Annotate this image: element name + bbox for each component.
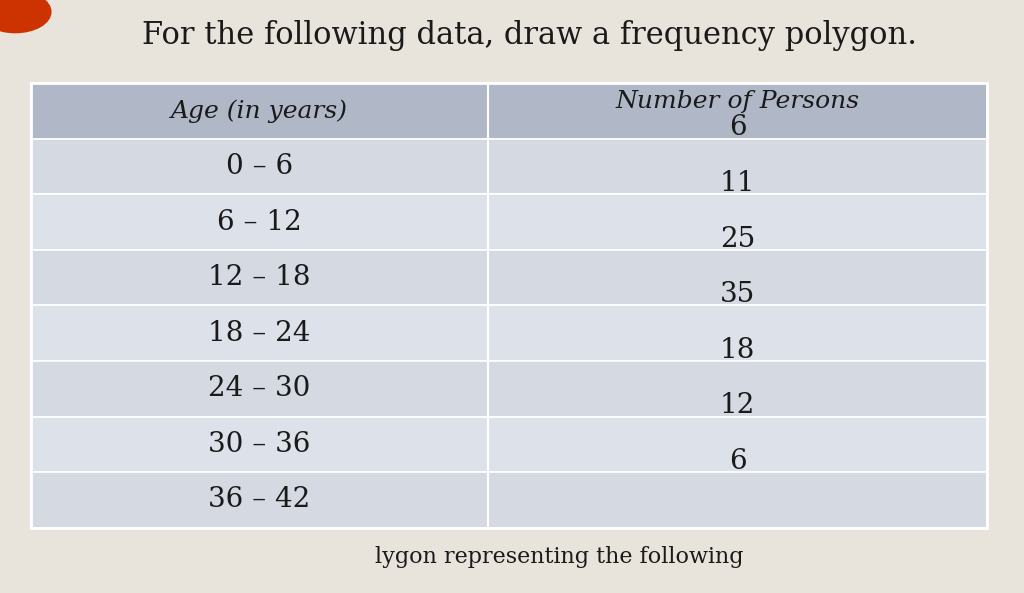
Text: 6: 6 bbox=[729, 114, 746, 142]
Text: 35: 35 bbox=[720, 281, 756, 308]
FancyBboxPatch shape bbox=[31, 361, 987, 416]
Text: 11: 11 bbox=[720, 170, 756, 197]
Text: 12 – 18: 12 – 18 bbox=[208, 264, 310, 291]
Text: 0 – 6: 0 – 6 bbox=[226, 153, 293, 180]
Text: Number of Persons: Number of Persons bbox=[615, 90, 860, 113]
Circle shape bbox=[0, 0, 51, 33]
FancyBboxPatch shape bbox=[31, 305, 987, 361]
Text: 18 – 24: 18 – 24 bbox=[208, 320, 310, 347]
Text: 36 – 42: 36 – 42 bbox=[208, 486, 310, 514]
FancyBboxPatch shape bbox=[31, 416, 987, 472]
Text: 30 – 36: 30 – 36 bbox=[208, 431, 310, 458]
FancyBboxPatch shape bbox=[31, 139, 987, 195]
FancyBboxPatch shape bbox=[31, 83, 987, 139]
Text: Age (in years): Age (in years) bbox=[171, 99, 348, 123]
Text: 6 – 12: 6 – 12 bbox=[217, 209, 302, 235]
Text: 18: 18 bbox=[720, 337, 756, 364]
Text: 12: 12 bbox=[720, 393, 756, 419]
Text: 25: 25 bbox=[720, 225, 756, 253]
Text: 6: 6 bbox=[729, 448, 746, 475]
FancyBboxPatch shape bbox=[31, 250, 987, 305]
Text: 24 – 30: 24 – 30 bbox=[208, 375, 310, 402]
FancyBboxPatch shape bbox=[31, 195, 987, 250]
Text: lygon representing the following: lygon representing the following bbox=[376, 546, 743, 569]
Text: For the following data, draw a frequency polygon.: For the following data, draw a frequency… bbox=[141, 20, 916, 51]
FancyBboxPatch shape bbox=[31, 472, 987, 528]
